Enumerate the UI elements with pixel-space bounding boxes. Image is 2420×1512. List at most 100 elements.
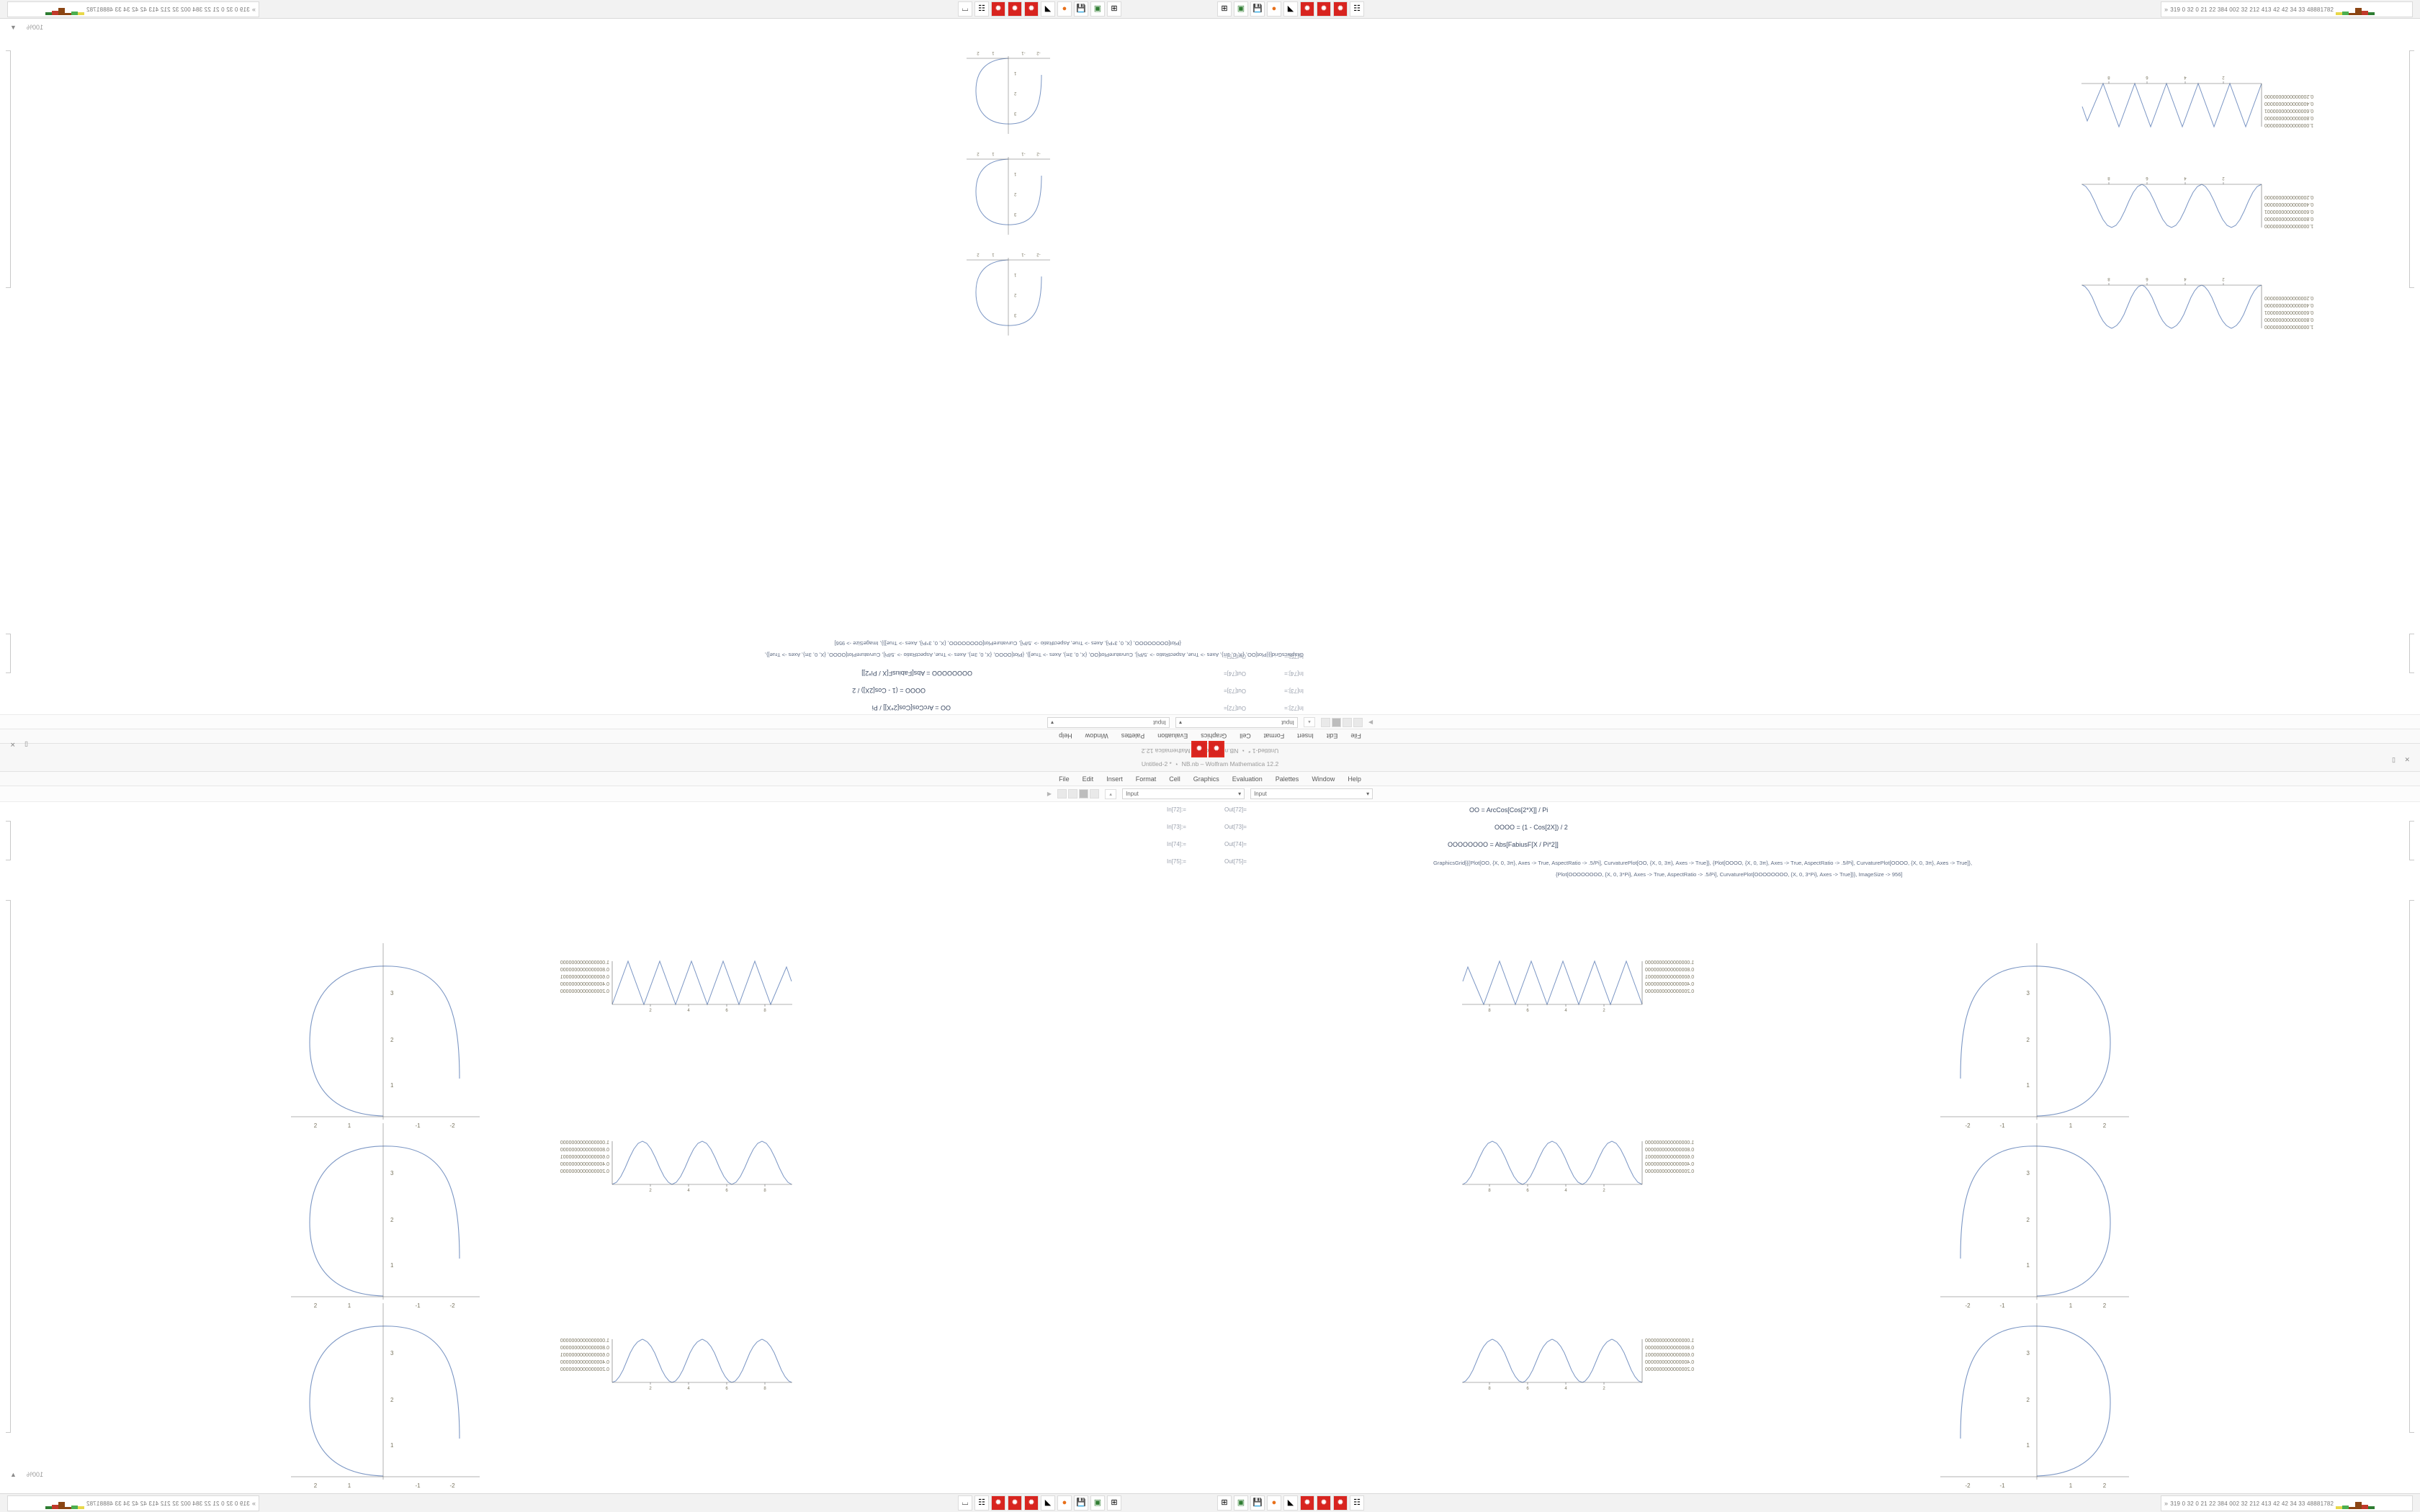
chevron-down-icon[interactable]: ▾ [1238,791,1242,797]
terminal-icon[interactable]: ▣ [1090,1495,1105,1511]
wolfram-engine-icon[interactable]: ◣ [1283,1,1298,17]
save-disk-icon[interactable]: 💾 [1250,1495,1265,1511]
evaluate-play-icon[interactable]: ▶ [1368,719,1373,726]
code-expression[interactable]: OOOOOOOO = Abs[FabiusF[X / Pi*2]] [861,670,972,677]
menu-item-cell[interactable]: Cell [1169,775,1180,783]
firefox-icon[interactable]: ● [1267,1,1281,17]
tray-expand-icon[interactable]: » [2164,1500,2169,1507]
taskbar-top-launchers-mirror[interactable]: ⊞ ▣ 💾 ● ◣ ✹ ✹ ✹ ☷ [1217,1,1364,17]
save-disk-icon[interactable]: 💾 [1074,1,1088,17]
cell-bracket[interactable] [2409,900,2414,1433]
calculator-icon[interactable]: ☷ [974,1,989,17]
taskbar-bottom-launchers[interactable]: ⌴ ☷ ✹ ✹ ✹ ◣ ● 💾 ▣ ⊞ [958,1495,1121,1511]
firefox-icon[interactable]: ● [1057,1495,1072,1511]
chevron-down-icon[interactable]: ▾ [1050,719,1054,726]
graphics-grid-line-1[interactable]: GraphicsGrid[{{Plot[OO, {X, 0, 3π}, Axes… [764,652,1304,658]
align-center-button[interactable] [1342,718,1352,727]
notebook-icon[interactable]: ⌴ [958,1,972,17]
mathematica-spikey-icon[interactable]: ✹ [1333,1,1348,17]
notebook-toolbar-upper[interactable]: ▶ ▴ Input ▾ Input ▾ [0,714,2420,730]
code-expression[interactable]: OOOO = (1 - Cos[2X]) / 2 [852,687,926,694]
menu-item-palettes[interactable]: Palettes [1275,775,1299,783]
cell-bracket[interactable] [2409,634,2414,673]
menu-item-help[interactable]: Help [1059,732,1072,740]
menu-item-graphics[interactable]: Graphics [1201,732,1227,740]
mathematica-spikey-icon[interactable]: ✹ [1333,1495,1348,1511]
evaluate-play-icon[interactable]: ▶ [1047,791,1052,797]
cell-style-selector[interactable]: Input ▾ [1122,788,1245,799]
system-tray-left[interactable]: » 319 0 32 0 21 22 384 002 32 212 413 42… [7,1495,259,1511]
tray-expand-icon[interactable]: » [2164,6,2169,13]
mathematica-spikey-icon[interactable]: ✹ [991,1,1005,17]
plot-arccos-triangle-lower-mirror[interactable]: 2 4 6 8 1.0000000000000000 0.8000000000000… [1462,960,1694,1013]
system-tray-left[interactable]: » 319 0 32 0 21 22 384 002 32 212 413 42… [7,1,259,17]
menu-item-edit[interactable]: Edit [1082,775,1094,783]
align-center-button[interactable] [1068,789,1078,798]
graphics-grid-line-2[interactable]: {Plot[OOOOOOOO, {X, 0, 3*Pi}, Axes -> Tr… [834,640,1181,647]
firefox-icon[interactable]: ● [1057,1,1072,17]
mathematica-spikey-icon[interactable]: ✹ [991,1495,1005,1511]
mathematica-spikey-icon[interactable]: ✹ [1024,1495,1039,1511]
curvature-plot-arccos-lower-left[interactable]: 3 2 1 -2 -1 1 2 [288,943,483,1129]
plot-haversine-wave-lower[interactable]: 2 4 6 8 1.0000000000000000 0.8000000000000… [560,1140,792,1193]
menu-item-window[interactable]: Window [1312,775,1335,783]
wolfram-engine-icon[interactable]: ◣ [1283,1495,1298,1511]
plot-fabius-wave-upper[interactable]: 2 4 6 8 1.0000000000000000 0.8000000000000… [2081,276,2313,329]
menu-item-window[interactable]: Window [1085,732,1108,740]
save-disk-icon[interactable]: 💾 [1074,1495,1088,1511]
menu-item-insert[interactable]: Insert [1106,775,1123,783]
menu-item-evaluation[interactable]: Evaluation [1157,732,1188,740]
notebook-menubar-upper[interactable]: File Edit Insert Format Cell Graphics Ev… [0,729,2420,743]
chevron-down-icon[interactable]: ▾ [1178,719,1182,726]
wolfram-engine-icon[interactable]: ◣ [1041,1495,1055,1511]
cell-bracket[interactable] [2409,50,2414,288]
extra-toolbar-button[interactable]: ▴ [1105,788,1117,799]
window-minimize-icon[interactable]: ▯ [24,741,28,748]
cell-bracket[interactable] [6,900,11,1433]
graphics-grid-line-1[interactable]: GraphicsGrid[{{Plot[OO, {X, 0, 3π}, Axes… [1433,860,1973,866]
align-justify-button[interactable] [1320,718,1330,727]
screenshot-icon[interactable]: ⊞ [1217,1,1232,17]
terminal-icon[interactable]: ▣ [1234,1495,1248,1511]
menu-item-format[interactable]: Format [1263,732,1285,740]
alignment-button-group[interactable] [1057,789,1100,798]
system-tray-right[interactable]: » 319 0 32 0 21 22 384 002 32 212 413 42… [2161,1495,2413,1511]
align-right-button[interactable] [1331,718,1341,727]
alignment-button-group[interactable] [1320,718,1363,727]
menu-item-file[interactable]: File [1059,775,1070,783]
cell-style-selector-secondary[interactable]: Input ▾ [1250,788,1373,799]
code-expression[interactable]: OO = ArcCos[Cos[2*X]] / Pi [871,704,951,711]
notebook-menubar-lower[interactable]: File Edit Insert Format Cell Graphics Ev… [0,772,2420,786]
chevron-down-icon[interactable]: ▾ [1366,791,1370,797]
taskbar-bottom-launchers-mirror[interactable]: ⊞ ▣ 💾 ● ◣ ✹ ✹ ✹ ☷ [1217,1495,1364,1511]
menu-item-palettes[interactable]: Palettes [1121,732,1145,740]
mathematica-spikey-icon[interactable]: ✹ [1024,1,1039,17]
center-highlighted-icons[interactable]: ✹ ✹ [1191,741,1224,757]
mathematica-spikey-icon[interactable]: ✹ [1300,1495,1314,1511]
code-expression[interactable]: OOOO = (1 - Cos[2X]) / 2 [1494,824,1568,831]
firefox-icon[interactable]: ● [1267,1495,1281,1511]
code-expression[interactable]: OOOOOOOO = Abs[FabiusF[X / Pi*2]] [1448,841,1559,848]
menu-item-format[interactable]: Format [1135,775,1157,783]
menu-item-graphics[interactable]: Graphics [1193,775,1219,783]
mathematica-spikey-icon[interactable]: ✹ [1008,1495,1022,1511]
menu-item-cell[interactable]: Cell [1240,732,1251,740]
code-expression[interactable]: OO = ArcCos[Cos[2*X]] / Pi [1469,806,1549,814]
align-justify-button[interactable] [1090,789,1100,798]
system-tray-right[interactable]: » 319 0 32 0 21 22 384 002 32 212 413 42… [2161,1,2413,17]
mathematica-spikey-icon[interactable]: ✹ [1317,1495,1331,1511]
plot-arccos-triangle-lower[interactable]: 2 4 6 8 1.0000000000000000 0.8000000000000… [560,960,792,1013]
cell-bracket[interactable] [6,50,11,288]
cell-bracket[interactable] [6,634,11,673]
save-disk-icon[interactable]: 💾 [1250,1,1265,17]
menu-item-insert[interactable]: Insert [1297,732,1314,740]
wolfram-engine-icon[interactable]: ◣ [1041,1,1055,17]
mathematica-spikey-icon[interactable]: ✹ [1317,1,1331,17]
mathematica-spikey-icon[interactable]: ✹ [1300,1,1314,17]
menu-item-file[interactable]: File [1350,732,1361,740]
curvature-plot-fabius-lower-left[interactable]: 3 2 1 -2 -1 1 2 [288,1303,483,1489]
mathematica-spikey-icon[interactable]: ✹ [1008,1,1022,17]
plot-haversine-wave-upper[interactable]: 2 4 6 8 1.0000000000000000 0.8000000000000… [2081,176,2313,228]
align-right-button[interactable] [1079,789,1089,798]
graphics-grid-line-2[interactable]: {Plot[OOOOOOOO, {X, 0, 3*Pi}, Axes -> Tr… [1556,871,1903,878]
